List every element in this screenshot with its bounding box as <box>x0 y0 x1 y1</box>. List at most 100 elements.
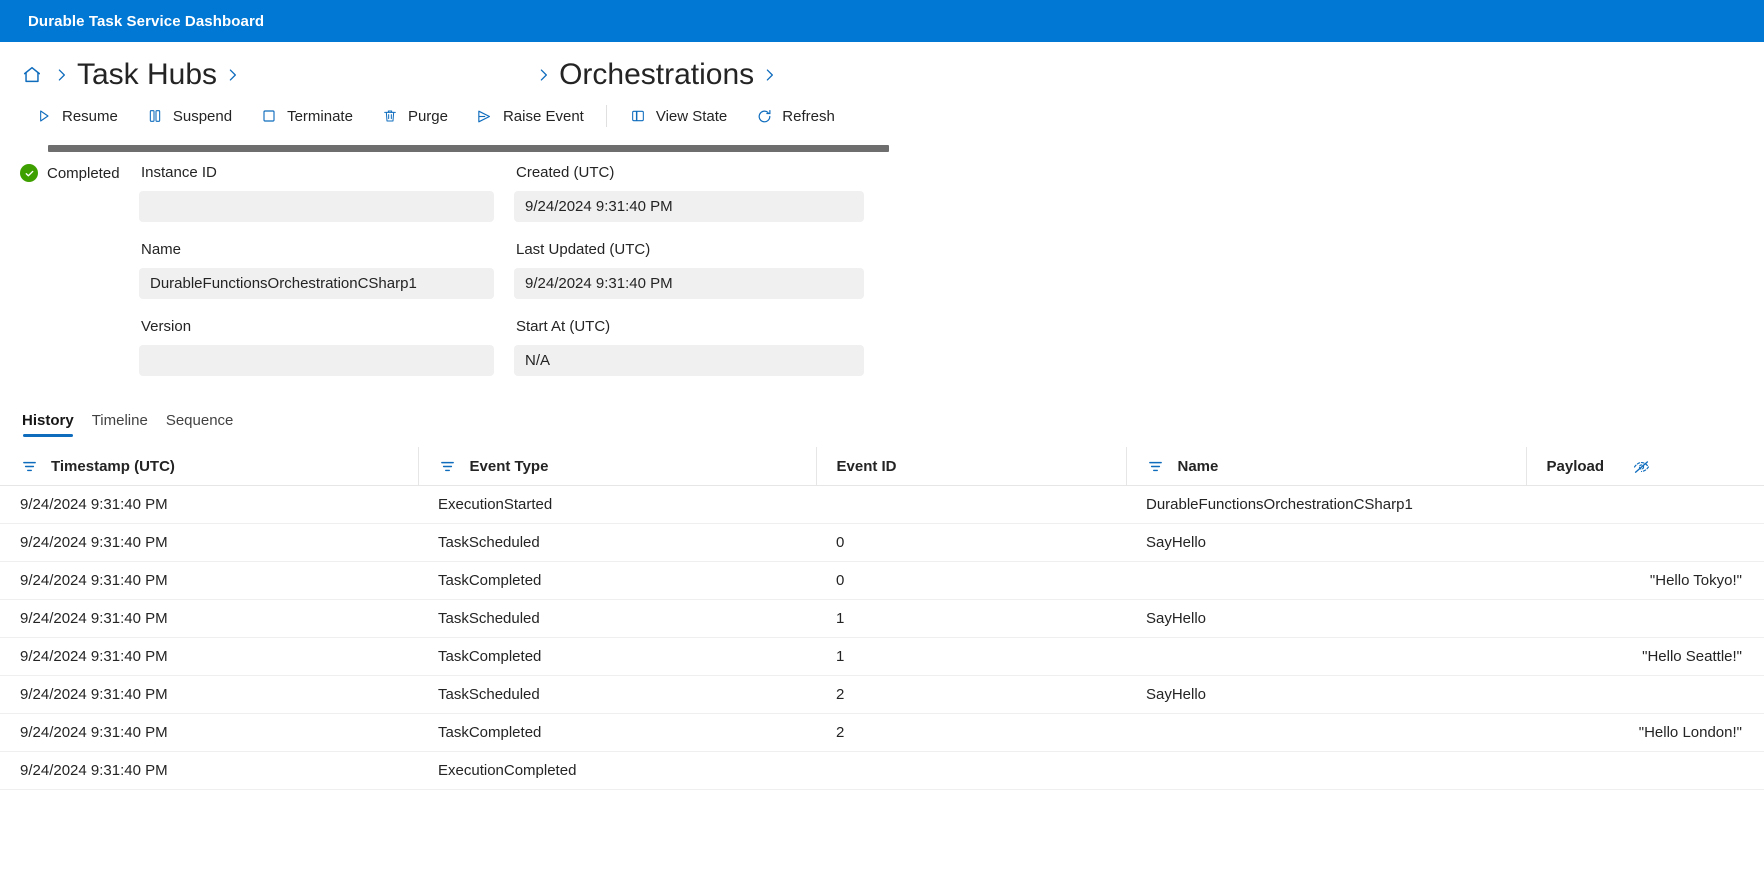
cell-timestamp: 9/24/2024 9:31:40 PM <box>0 751 418 790</box>
column-header-name[interactable]: Name <box>1125 447 1526 486</box>
purge-button[interactable]: Purge <box>367 99 461 133</box>
cell-event-type: ExecutionStarted <box>418 485 816 524</box>
toolbar-scrollbar-thumb[interactable] <box>48 145 889 152</box>
created-label: Created (UTC) <box>516 164 615 181</box>
cell-event-type: TaskScheduled <box>418 599 816 638</box>
details-fields: Instance ID Created (UTC) Name Last Upda… <box>139 162 1764 393</box>
name-label: Name <box>141 241 182 258</box>
table-row[interactable]: 9/24/2024 9:31:40 PM ExecutionCompleted <box>0 751 1764 790</box>
terminate-button-label: Terminate <box>287 107 353 125</box>
filter-icon-event-type[interactable] <box>439 457 457 475</box>
field-gap <box>494 191 514 239</box>
history-table-body: 9/24/2024 9:31:40 PM ExecutionStarted Du… <box>0 485 1764 790</box>
column-header-event-type-label: Event Type <box>469 457 549 475</box>
cell-event-type: TaskCompleted <box>418 713 816 752</box>
table-header-row: Timestamp (UTC) Event Type Event ID <box>0 447 1764 486</box>
cell-event-id: 2 <box>816 675 1126 714</box>
raise-event-button-label: Raise Event <box>502 107 584 125</box>
filter-icon-name[interactable] <box>1147 457 1165 475</box>
suspend-button[interactable]: Suspend <box>132 99 246 133</box>
cell-timestamp: 9/24/2024 9:31:40 PM <box>0 599 418 638</box>
cell-event-type: ExecutionCompleted <box>418 751 816 790</box>
cell-name: DurableFunctionsOrchestrationCSharp1 <box>1126 485 1526 524</box>
chevron-right-icon-3 <box>535 64 552 86</box>
breadcrumb-item-orchestrations[interactable]: Orchestrations <box>559 58 755 91</box>
refresh-button[interactable]: Refresh <box>742 99 848 133</box>
app-title: Durable Task Service Dashboard <box>28 12 265 30</box>
cell-name: SayHello <box>1126 523 1526 562</box>
cell-payload: "Hello London!" <box>1526 713 1764 752</box>
cell-name <box>1126 561 1526 600</box>
view-state-button[interactable]: View State <box>615 99 741 133</box>
cell-payload: "Hello Seattle!" <box>1526 637 1764 676</box>
table-row[interactable]: 9/24/2024 9:31:40 PM TaskCompleted 1 "He… <box>0 637 1764 676</box>
cell-event-id: 1 <box>816 637 1126 676</box>
column-header-event-id-label: Event ID <box>836 457 897 475</box>
cell-timestamp: 9/24/2024 9:31:40 PM <box>0 637 418 676</box>
cell-name <box>1126 637 1526 676</box>
check-circle-icon <box>20 164 38 182</box>
created-input[interactable] <box>514 191 864 222</box>
cell-payload <box>1526 523 1764 562</box>
chevron-right-icon-1 <box>53 64 70 86</box>
cell-payload <box>1526 675 1764 714</box>
panel-icon <box>629 107 647 125</box>
app-header: Durable Task Service Dashboard <box>0 0 1764 42</box>
table-row[interactable]: 9/24/2024 9:31:40 PM TaskCompleted 2 "He… <box>0 713 1764 752</box>
trash-icon <box>381 107 399 125</box>
cell-timestamp: 9/24/2024 9:31:40 PM <box>0 523 418 562</box>
instance-id-label: Instance ID <box>141 164 217 181</box>
status-label: Completed <box>47 164 120 182</box>
cell-event-id: 0 <box>816 561 1126 600</box>
chevron-right-icon-2 <box>224 64 241 86</box>
refresh-icon <box>755 107 773 125</box>
field-gap <box>494 345 514 393</box>
status-badge: Completed <box>20 164 120 182</box>
cell-event-type: TaskCompleted <box>418 561 816 600</box>
cell-payload: "Hello Tokyo!" <box>1526 561 1764 600</box>
table-row[interactable]: 9/24/2024 9:31:40 PM TaskScheduled 2 Say… <box>0 675 1764 714</box>
detail-tabs: History Timeline Sequence <box>0 405 1764 437</box>
table-row[interactable]: 9/24/2024 9:31:40 PM ExecutionStarted Du… <box>0 485 1764 524</box>
field-gap <box>494 162 514 191</box>
field-gap <box>494 239 514 268</box>
cell-name <box>1126 751 1526 790</box>
column-header-timestamp[interactable]: Timestamp (UTC) <box>0 447 418 486</box>
suspend-button-label: Suspend <box>172 107 233 125</box>
raise-event-button[interactable]: Raise Event <box>462 99 597 133</box>
orchestration-details: Completed Instance ID Created (UTC) Name… <box>0 162 1764 393</box>
last-updated-label: Last Updated (UTC) <box>516 241 651 258</box>
start-at-input[interactable] <box>514 345 864 376</box>
send-icon <box>476 107 494 125</box>
version-label: Version <box>141 318 192 335</box>
table-row[interactable]: 9/24/2024 9:31:40 PM TaskScheduled 1 Say… <box>0 599 1764 638</box>
refresh-button-label: Refresh <box>782 107 835 125</box>
tab-timeline[interactable]: Timeline <box>91 412 148 429</box>
version-input[interactable] <box>139 345 494 376</box>
cell-event-type: TaskScheduled <box>418 523 816 562</box>
table-row[interactable]: 9/24/2024 9:31:40 PM TaskCompleted 0 "He… <box>0 561 1764 600</box>
tab-history[interactable]: History <box>22 412 74 437</box>
name-input[interactable] <box>139 268 494 299</box>
home-icon[interactable] <box>18 61 46 89</box>
eye-off-icon[interactable] <box>1631 456 1651 476</box>
toolbar-scrollbar-track[interactable] <box>24 137 889 152</box>
resume-button[interactable]: Resume <box>22 99 131 133</box>
cell-event-id: 1 <box>816 599 1126 638</box>
filter-icon-timestamp[interactable] <box>20 457 38 475</box>
last-updated-input[interactable] <box>514 268 864 299</box>
stop-icon <box>260 107 278 125</box>
terminate-button[interactable]: Terminate <box>247 99 366 133</box>
tab-sequence[interactable]: Sequence <box>165 412 234 429</box>
cell-name: SayHello <box>1126 675 1526 714</box>
column-header-event-id[interactable]: Event ID <box>815 447 1126 486</box>
cell-payload <box>1526 599 1764 638</box>
instance-id-input[interactable] <box>139 191 494 222</box>
column-header-event-type[interactable]: Event Type <box>417 447 816 486</box>
table-row[interactable]: 9/24/2024 9:31:40 PM TaskScheduled 0 Say… <box>0 523 1764 562</box>
view-state-button-label: View State <box>655 107 728 125</box>
cell-timestamp: 9/24/2024 9:31:40 PM <box>0 561 418 600</box>
column-header-payload[interactable]: Payload <box>1525 447 1764 486</box>
purge-button-label: Purge <box>407 107 448 125</box>
breadcrumb-item-task-hubs[interactable]: Task Hubs <box>77 58 218 91</box>
